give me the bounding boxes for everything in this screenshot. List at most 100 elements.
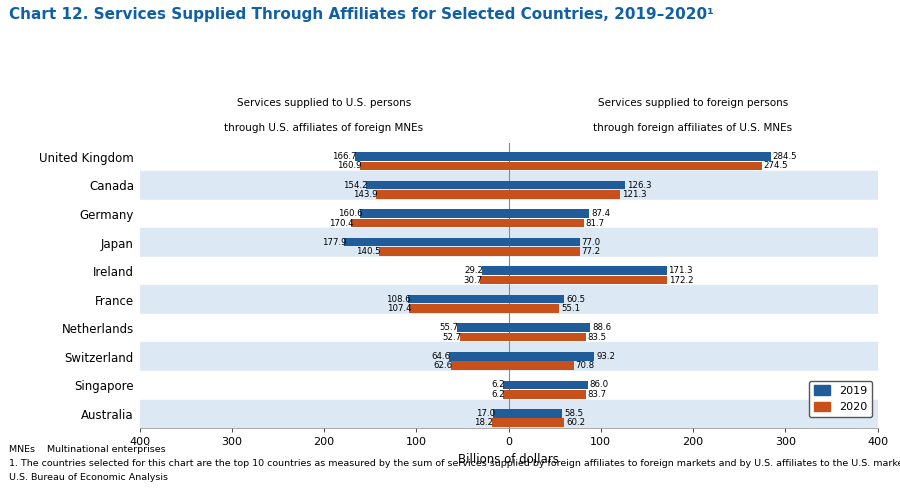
Text: 60.5: 60.5 — [566, 295, 585, 304]
Text: 81.7: 81.7 — [586, 218, 605, 227]
Text: MNEs    Multinational enterprises: MNEs Multinational enterprises — [9, 445, 166, 454]
Text: 64.6: 64.6 — [432, 352, 451, 361]
Bar — [508, 276, 668, 284]
Text: 83.5: 83.5 — [588, 333, 607, 341]
Text: 107.4: 107.4 — [387, 304, 411, 313]
Bar — [355, 152, 508, 161]
Text: 29.2: 29.2 — [464, 266, 483, 275]
Text: Services supplied to foreign persons: Services supplied to foreign persons — [598, 98, 788, 108]
Text: 60.2: 60.2 — [566, 418, 585, 427]
Bar — [508, 380, 588, 389]
Bar — [493, 409, 508, 418]
Bar — [508, 247, 580, 256]
Bar — [503, 380, 508, 389]
Text: 121.3: 121.3 — [622, 190, 647, 199]
Text: 55.1: 55.1 — [562, 304, 580, 313]
Bar — [449, 352, 508, 361]
Text: 77.2: 77.2 — [581, 247, 600, 256]
Bar — [376, 190, 508, 199]
Bar — [140, 314, 878, 342]
Bar — [508, 333, 586, 341]
Text: 284.5: 284.5 — [773, 152, 797, 161]
Text: 6.2: 6.2 — [491, 380, 505, 389]
Legend: 2019, 2020: 2019, 2020 — [809, 381, 872, 417]
Text: 170.4: 170.4 — [328, 218, 353, 227]
Bar — [508, 190, 620, 199]
Text: 86.0: 86.0 — [590, 380, 608, 389]
Bar — [140, 257, 878, 285]
Text: 83.7: 83.7 — [588, 390, 607, 399]
Text: 172.2: 172.2 — [670, 276, 694, 284]
Text: through U.S. affiliates of foreign MNEs: through U.S. affiliates of foreign MNEs — [224, 123, 424, 133]
Bar — [508, 238, 580, 246]
Text: 30.7: 30.7 — [463, 276, 482, 284]
Bar — [508, 362, 574, 370]
Bar — [508, 419, 564, 427]
X-axis label: Billions of dollars: Billions of dollars — [458, 453, 559, 465]
Text: 177.9: 177.9 — [321, 238, 347, 246]
Bar — [508, 390, 586, 399]
Text: 18.2: 18.2 — [474, 418, 493, 427]
Bar — [451, 362, 508, 370]
Text: 88.6: 88.6 — [592, 323, 611, 332]
Bar — [508, 181, 625, 189]
Bar — [508, 323, 590, 332]
Text: 17.0: 17.0 — [475, 409, 495, 418]
Bar — [508, 162, 761, 170]
Bar — [491, 419, 508, 427]
Text: 143.9: 143.9 — [353, 190, 378, 199]
Bar — [140, 228, 878, 257]
Text: Services supplied to U.S. persons: Services supplied to U.S. persons — [237, 98, 411, 108]
Text: 77.0: 77.0 — [581, 238, 600, 246]
Bar — [140, 342, 878, 371]
Bar — [481, 276, 508, 284]
Text: 166.7: 166.7 — [332, 152, 356, 161]
Bar — [508, 305, 559, 313]
Text: 62.6: 62.6 — [434, 361, 453, 370]
Text: 108.6: 108.6 — [385, 295, 410, 304]
Text: Chart 12. Services Supplied Through Affiliates for Selected Countries, 2019–2020: Chart 12. Services Supplied Through Affi… — [9, 7, 714, 22]
Text: 87.4: 87.4 — [591, 209, 610, 218]
Text: 70.8: 70.8 — [576, 361, 595, 370]
Bar — [508, 409, 562, 418]
Bar — [508, 266, 667, 275]
Bar — [360, 162, 508, 170]
Bar — [140, 200, 878, 228]
Bar — [351, 219, 508, 227]
Bar — [409, 295, 508, 304]
Text: 274.5: 274.5 — [763, 161, 788, 170]
Bar — [140, 285, 878, 314]
Bar — [345, 238, 508, 246]
Bar — [140, 400, 878, 428]
Text: 58.5: 58.5 — [564, 409, 583, 418]
Bar — [140, 143, 878, 171]
Text: 126.3: 126.3 — [627, 181, 652, 189]
Text: through foreign affiliates of U.S. MNEs: through foreign affiliates of U.S. MNEs — [593, 123, 793, 133]
Text: 52.7: 52.7 — [443, 333, 462, 341]
Bar — [508, 352, 595, 361]
Bar — [482, 266, 508, 275]
Text: 171.3: 171.3 — [669, 266, 693, 275]
Text: 160.9: 160.9 — [338, 161, 362, 170]
Bar — [460, 333, 508, 341]
Bar — [508, 219, 584, 227]
Bar — [508, 295, 564, 304]
Bar — [360, 209, 508, 218]
Text: 1. The countries selected for this chart are the top 10 countries as measured by: 1. The countries selected for this chart… — [9, 459, 900, 468]
Text: 160.6: 160.6 — [338, 209, 362, 218]
Bar — [140, 171, 878, 200]
Bar — [140, 371, 878, 400]
Text: 154.2: 154.2 — [344, 181, 368, 189]
Text: 140.5: 140.5 — [356, 247, 381, 256]
Bar — [366, 181, 508, 189]
Bar — [410, 305, 508, 313]
Bar — [508, 209, 590, 218]
Bar — [508, 152, 771, 161]
Bar — [379, 247, 508, 256]
Text: 55.7: 55.7 — [440, 323, 459, 332]
Text: 93.2: 93.2 — [597, 352, 616, 361]
Text: U.S. Bureau of Economic Analysis: U.S. Bureau of Economic Analysis — [9, 473, 168, 482]
Text: 6.2: 6.2 — [491, 390, 505, 399]
Bar — [503, 390, 508, 399]
Bar — [457, 323, 508, 332]
